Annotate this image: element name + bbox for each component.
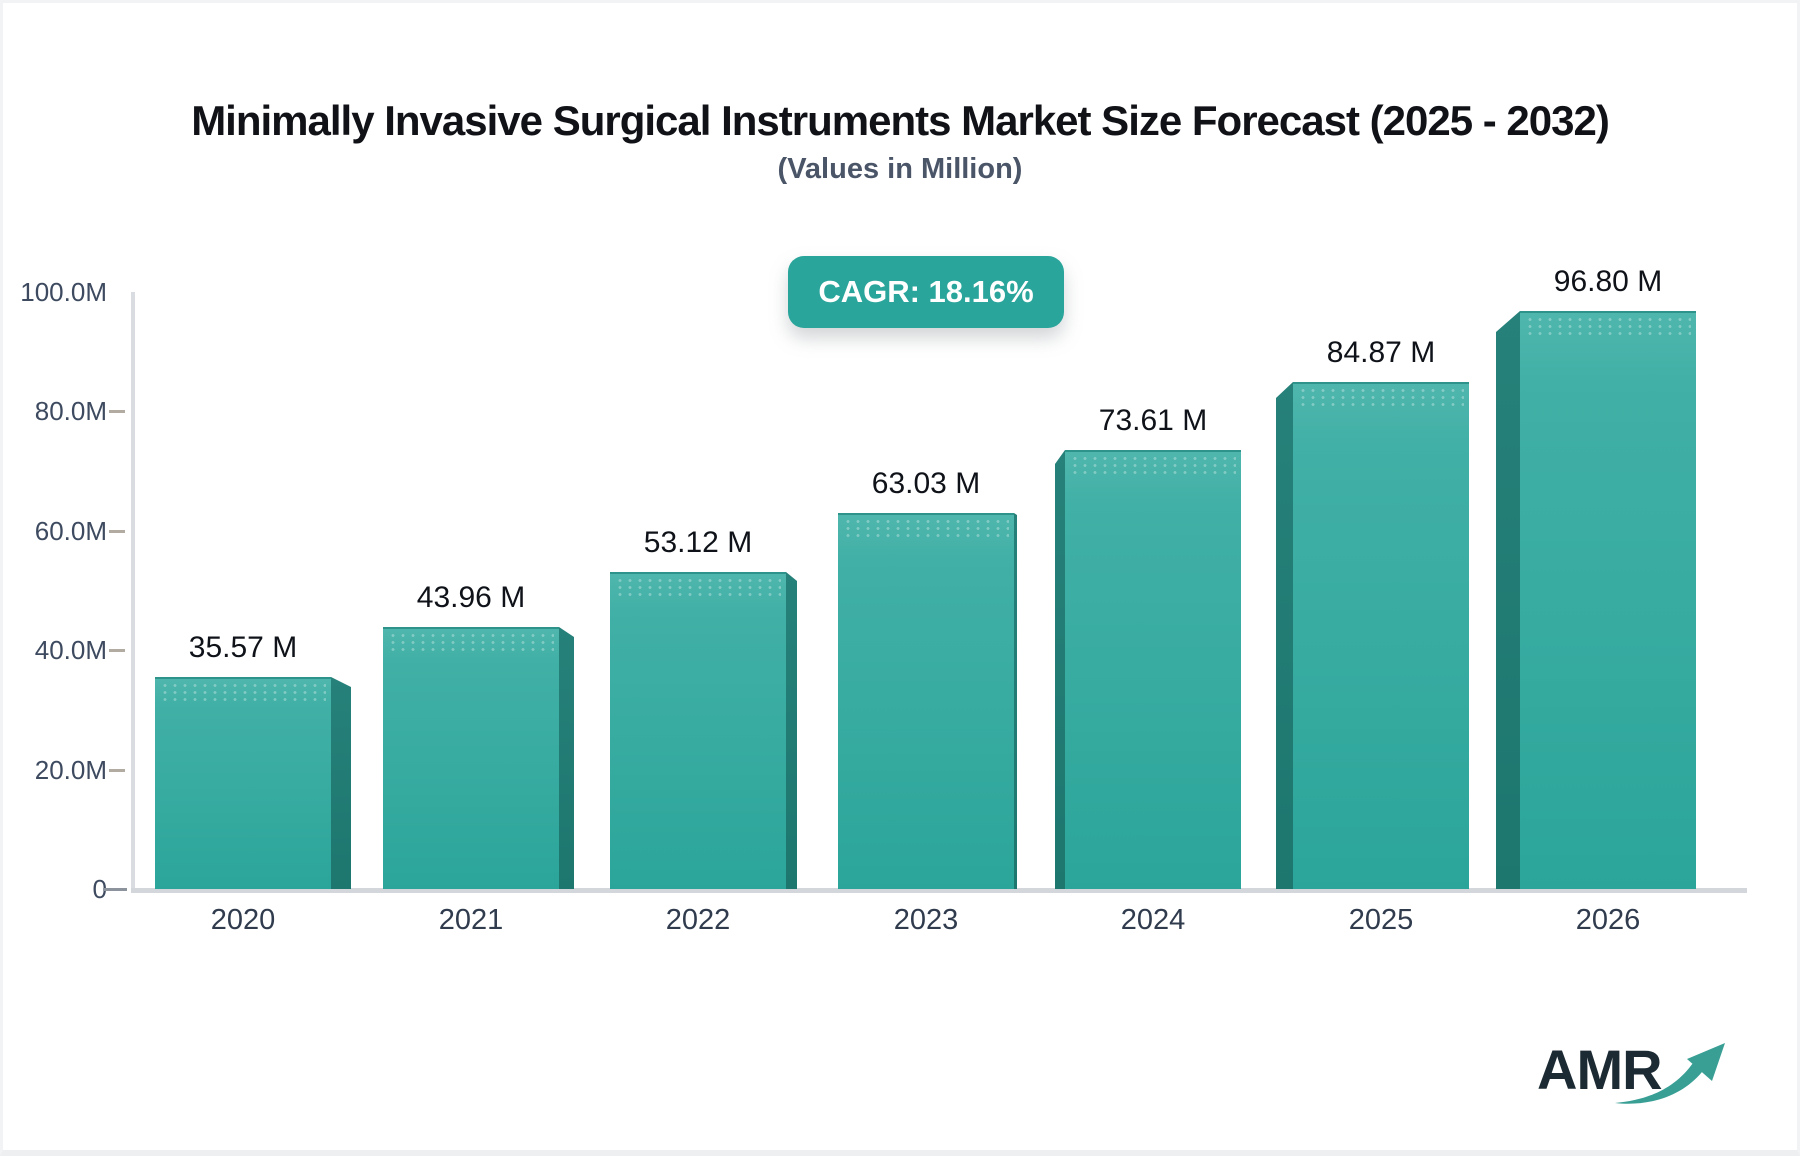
growth-arrow-icon: [1615, 1043, 1725, 1104]
bar-side-face: [331, 677, 351, 889]
bar-2020: [155, 677, 331, 889]
amr-logo: AMR: [1537, 1031, 1737, 1117]
bar-value-label: 96.80 M: [1553, 265, 1663, 298]
bar-side-face: [1496, 311, 1520, 889]
bar-side-face: [1276, 382, 1293, 889]
y-tick-label: 80.0M: [34, 396, 107, 427]
bar-value-label: 84.87 M: [1326, 336, 1436, 369]
bar-value-label: 35.57 M: [188, 631, 298, 664]
x-axis-label-2020: 2020: [210, 904, 276, 936]
bar-value-label: 43.96 M: [416, 581, 526, 614]
bar-2021: [383, 627, 559, 889]
bar-2022: [610, 572, 786, 889]
bar-value-label: 63.03 M: [871, 467, 981, 500]
chart-subtitle: (Values in Million): [777, 153, 1023, 185]
y-tick-label: 20.0M: [34, 754, 107, 785]
bar-side-face: [786, 572, 797, 889]
x-axis-label-2023: 2023: [893, 904, 959, 936]
y-tick-mark: [103, 888, 127, 891]
cagr-badge: CAGR: 18.16%: [788, 256, 1064, 328]
bar-2024: [1065, 450, 1241, 889]
bar-side-face: [1014, 513, 1017, 889]
y-axis-line: [131, 292, 135, 893]
bar-value-label: 53.12 M: [643, 526, 753, 559]
y-tick-label: 100.0M: [20, 277, 107, 307]
y-tick-mark: [109, 768, 125, 772]
x-axis-label-2022: 2022: [665, 904, 731, 936]
bar-side-face: [559, 627, 574, 889]
y-tick-label: 60.0M: [34, 515, 107, 546]
bar-value-label: 73.61 M: [1098, 404, 1208, 437]
y-tick-label: 40.0M: [34, 635, 107, 666]
bar-2023: [838, 513, 1014, 889]
y-tick-mark: [109, 649, 125, 653]
amr-logo-text: AMR: [1537, 1038, 1663, 1101]
x-axis-label-2026: 2026: [1575, 904, 1641, 936]
x-axis-label-2021: 2021: [438, 904, 504, 936]
cagr-badge-label: CAGR: 18.16%: [818, 274, 1034, 309]
bar-2026: [1520, 311, 1696, 889]
y-tick-mark: [109, 410, 125, 414]
bar-side-face: [1055, 450, 1065, 889]
x-axis-label-2025: 2025: [1348, 904, 1414, 936]
x-axis-line: [131, 888, 1747, 893]
y-tick-mark: [109, 529, 125, 533]
x-axis-label-2024: 2024: [1120, 904, 1186, 936]
bar-2025: [1293, 382, 1469, 889]
y-tick-label: 0: [92, 874, 107, 904]
chart-title: Minimally Invasive Surgical Instruments …: [191, 97, 1610, 144]
